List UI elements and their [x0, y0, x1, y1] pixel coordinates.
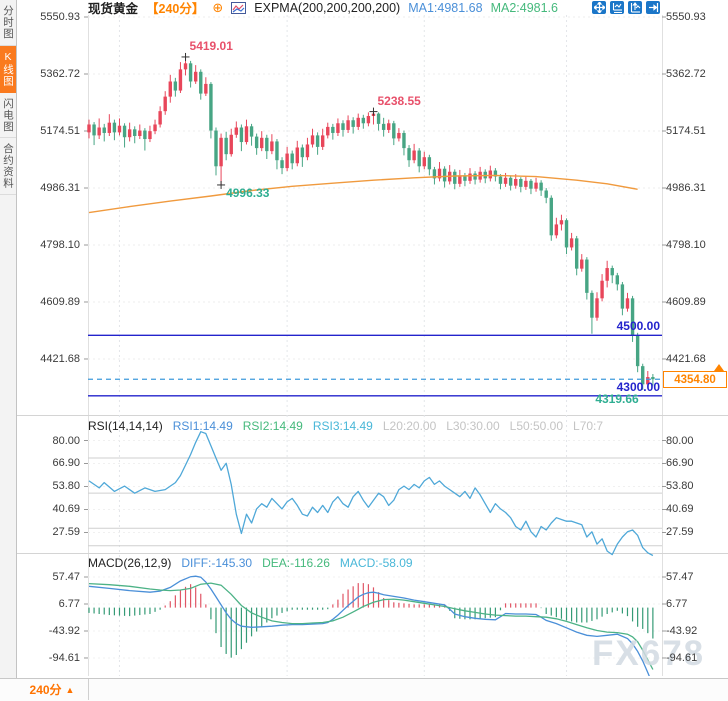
macd-bar-value: MACD:-58.09 — [339, 556, 413, 570]
rsi-line — [88, 431, 654, 557]
ma1-value: MA1:4981.68 — [408, 0, 483, 15]
period-label: 【240分】 — [146, 2, 205, 16]
scroll-to-latest-arrow-icon[interactable] — [714, 364, 724, 371]
macd-dea-value: DEA:-116.26 — [262, 556, 330, 570]
go-to-latest-icon[interactable] — [646, 1, 660, 14]
extreme-marker — [217, 180, 226, 189]
extreme-marker — [369, 107, 378, 116]
pan-icon[interactable] — [592, 1, 606, 14]
rsi-l30: L30:30.00 — [446, 419, 500, 433]
expma-line — [88, 174, 638, 214]
rsi3-value: RSI3:14.49 — [312, 419, 373, 433]
panel-separator — [16, 553, 728, 554]
candles-layer — [87, 56, 655, 390]
period-tab[interactable]: 240分 ▲ — [16, 679, 89, 700]
extreme-marker — [181, 52, 190, 61]
sidebar-item-kline-chart[interactable]: K线图 — [0, 45, 16, 93]
sidebar-item-lightning-chart[interactable]: 闪电图 — [0, 93, 16, 138]
macd-dea-line — [88, 582, 654, 670]
zoom-x-axis-icon[interactable] — [610, 1, 624, 14]
macd-diff-value: DIFF:-145.30 — [181, 556, 253, 570]
time-axis-bar: 240分 ▲ — [0, 678, 728, 701]
macd-header: MACD(26,12,9) DIFF:-145.30 DEA:-116.26 M… — [88, 556, 413, 570]
symbol-name: 现货黄金 — [88, 2, 139, 16]
chart-type-sidebar: 分时图 K线图 闪电图 合约资料 — [0, 0, 17, 678]
plot-left-edge — [88, 15, 89, 676]
zoom-y-axis-icon[interactable] — [628, 1, 642, 14]
mini-chart-icon[interactable] — [231, 1, 247, 14]
watermark: FX678 — [592, 634, 706, 673]
rsi-l20: L20:20.00 — [382, 419, 437, 433]
indicator-label: EXPMA(200,200,200,200) — [254, 0, 401, 15]
rsi2-value: RSI2:14.49 — [242, 419, 303, 433]
period-tab-label: 240分 — [29, 683, 62, 697]
rsi-header: RSI(14,14,14) RSI1:14.49 RSI2:14.49 RSI3… — [88, 419, 603, 433]
ma2-value: MA2:4981.6 — [490, 0, 558, 15]
sidebar-item-time-chart[interactable]: 分时图 — [0, 0, 16, 46]
chart-toolbar — [592, 1, 660, 14]
macd-layer — [88, 575, 654, 676]
panel-separator — [16, 415, 728, 416]
rsi-l50: L50:50.00 — [509, 419, 564, 433]
macd-title: MACD(26,12,9) — [88, 556, 172, 570]
rsi-l70: L70:7 — [573, 419, 604, 433]
current-price-badge: 4354.80 — [663, 371, 727, 388]
compare-add-icon[interactable]: ⊕ — [212, 0, 224, 15]
chart-header: 现货黄金 【240分】 ⊕ EXPMA(200,200,200,200) MA1… — [88, 0, 558, 17]
plot-right-edge — [662, 15, 663, 676]
sidebar-item-contract-info[interactable]: 合约资料 — [0, 138, 16, 195]
macd-diff-line — [88, 575, 650, 676]
rsi1-value: RSI1:14.49 — [172, 419, 233, 433]
rsi-title: RSI(14,14,14) — [88, 419, 163, 433]
period-up-arrow-icon: ▲ — [65, 684, 75, 695]
